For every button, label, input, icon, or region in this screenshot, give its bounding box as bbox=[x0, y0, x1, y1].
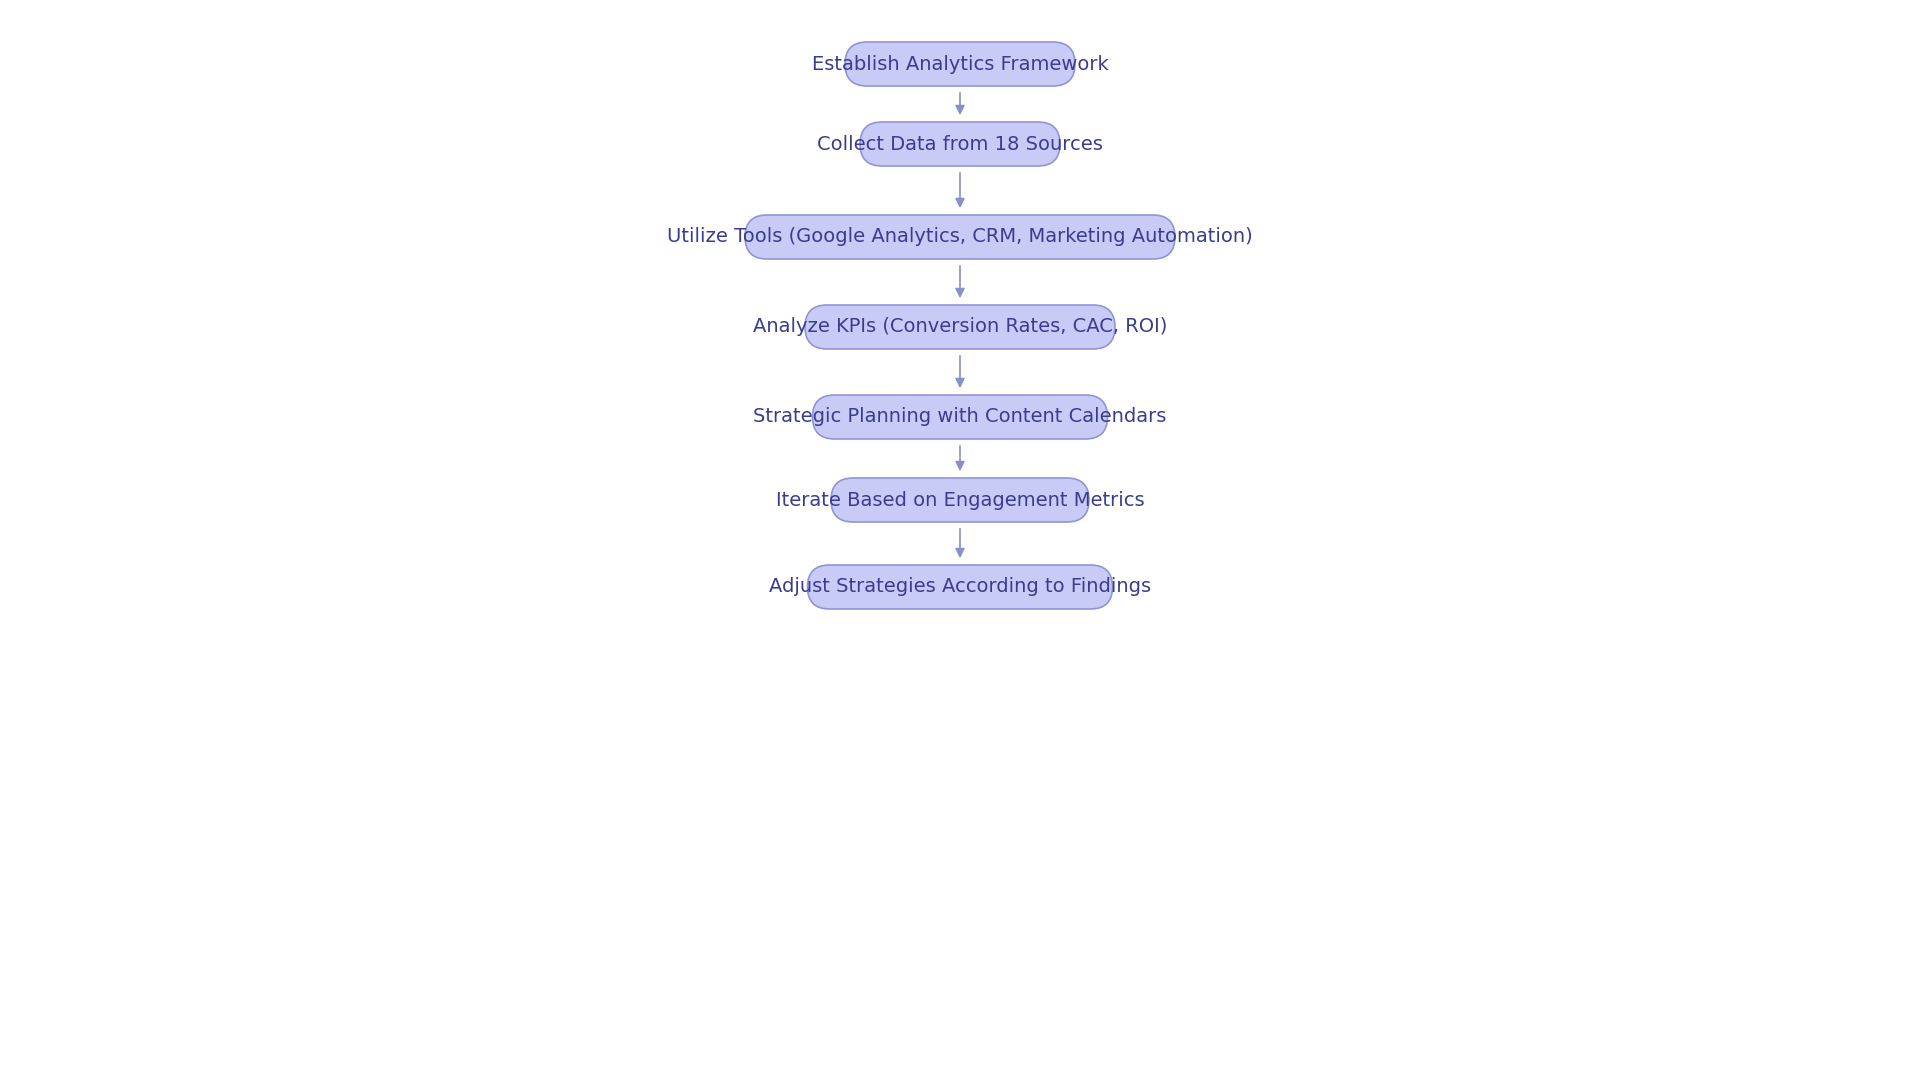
Text: Analyze KPIs (Conversion Rates, CAC, ROI): Analyze KPIs (Conversion Rates, CAC, ROI… bbox=[753, 317, 1167, 337]
FancyBboxPatch shape bbox=[745, 216, 1175, 259]
FancyBboxPatch shape bbox=[804, 305, 1116, 349]
FancyBboxPatch shape bbox=[808, 565, 1112, 609]
FancyBboxPatch shape bbox=[812, 395, 1108, 439]
Text: Iterate Based on Engagement Metrics: Iterate Based on Engagement Metrics bbox=[776, 491, 1144, 509]
FancyBboxPatch shape bbox=[860, 122, 1060, 166]
Text: Adjust Strategies According to Findings: Adjust Strategies According to Findings bbox=[768, 577, 1152, 597]
FancyBboxPatch shape bbox=[831, 478, 1089, 522]
FancyBboxPatch shape bbox=[845, 42, 1075, 86]
Text: Strategic Planning with Content Calendars: Strategic Planning with Content Calendar… bbox=[753, 407, 1167, 427]
Text: Utilize Tools (Google Analytics, CRM, Marketing Automation): Utilize Tools (Google Analytics, CRM, Ma… bbox=[666, 227, 1254, 247]
Text: Collect Data from 18 Sources: Collect Data from 18 Sources bbox=[818, 134, 1102, 154]
Text: Establish Analytics Framework: Establish Analytics Framework bbox=[812, 54, 1108, 74]
